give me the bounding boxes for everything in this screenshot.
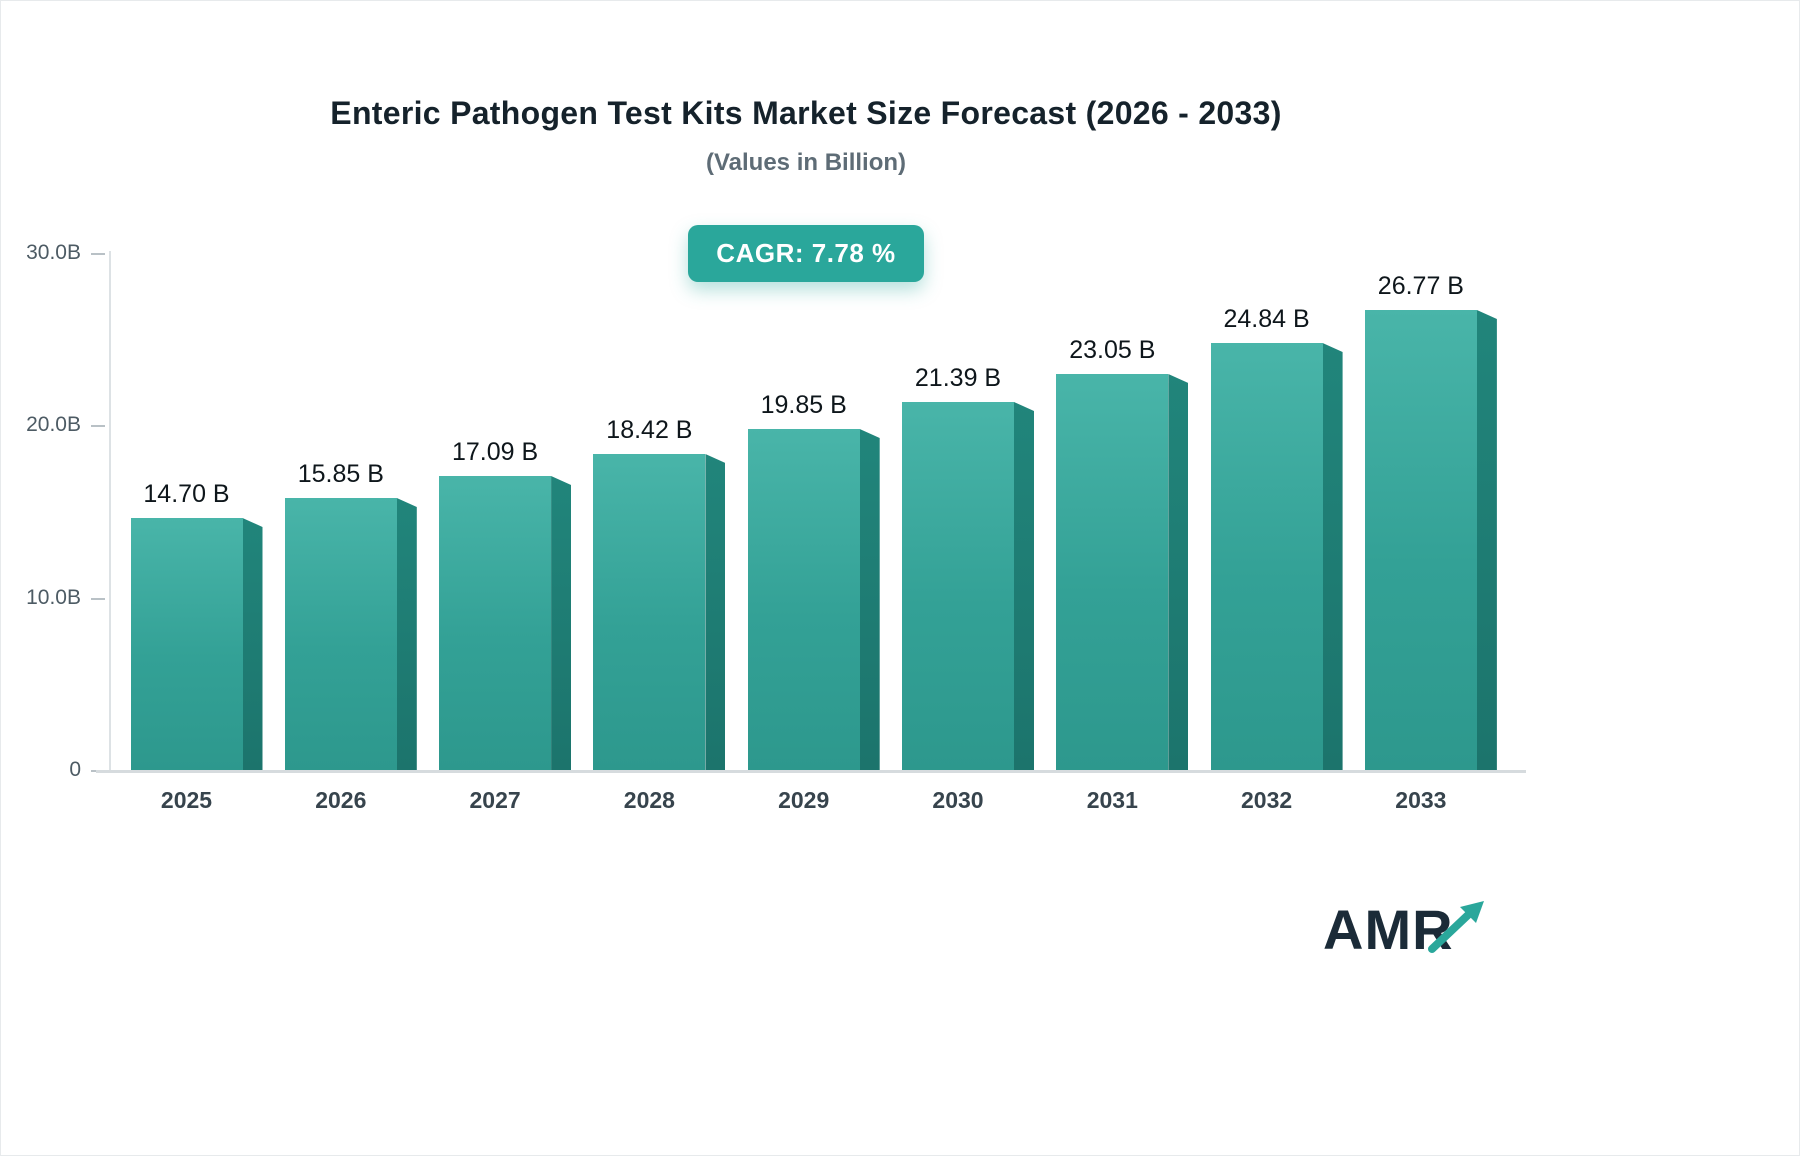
bar-face — [593, 454, 706, 771]
y-axis-tick-label: 30.0B — [26, 241, 81, 264]
bar-value-label: 17.09 B — [452, 438, 539, 466]
bar-2025[interactable]: 14.70 B — [130, 480, 263, 771]
x-axis-tick-label: 2029 — [778, 787, 830, 813]
bar-value-label: 24.84 B — [1223, 305, 1310, 333]
amr-logo: AMR — [1323, 894, 1513, 966]
x-axis-tick-label: 2028 — [623, 787, 675, 813]
bar-face — [439, 476, 552, 771]
x-axis-tick-label: 2027 — [469, 787, 521, 813]
bar-value-label: 14.70 B — [143, 480, 230, 508]
bar-2030[interactable]: 21.39 B — [902, 364, 1034, 771]
chart-title: Enteric Pathogen Test Kits Market Size F… — [330, 95, 1282, 131]
bar-side-3d — [242, 518, 263, 771]
bar-side-3d — [1476, 310, 1497, 771]
x-axis-tick-label: 2026 — [315, 787, 367, 813]
x-axis-tick-label: 2030 — [932, 787, 984, 813]
cagr-badge-wrap: CAGR: 7.78 % — [1, 225, 1611, 282]
x-axis-baseline — [96, 770, 1526, 773]
x-axis-tick-label: 2033 — [1395, 787, 1447, 813]
bar-face — [284, 498, 397, 771]
y-axis-line — [109, 251, 111, 771]
bar-side-3d — [859, 429, 880, 771]
bar-side-3d — [396, 498, 417, 771]
growth-arrow-icon — [1427, 901, 1484, 953]
y-axis-tick-mark — [91, 253, 105, 255]
bar-value-label: 19.85 B — [760, 391, 847, 419]
bar-side-3d — [1322, 343, 1343, 771]
bar-2031[interactable]: 23.05 B — [1056, 336, 1189, 771]
bar-face — [130, 518, 243, 771]
x-axis-tick-label: 2031 — [1086, 787, 1138, 813]
bar-value-label: 23.05 B — [1069, 336, 1156, 364]
bar-side-3d — [705, 454, 726, 771]
bar-2027[interactable]: 17.09 B — [439, 438, 572, 771]
x-axis-tick-label: 2032 — [1241, 787, 1293, 813]
chart-subtitle: (Values in Billion) — [705, 149, 907, 176]
bar-2029[interactable]: 19.85 B — [747, 391, 880, 771]
bar-value-label: 18.42 B — [606, 416, 693, 444]
bar-value-label: 21.39 B — [914, 364, 1002, 392]
bar-face — [902, 402, 1014, 771]
x-axis-tick-label: 2025 — [160, 787, 213, 813]
y-axis-tick-mark — [91, 425, 105, 428]
y-axis-tick-label: 20.0B — [26, 413, 81, 437]
bar-side-3d — [551, 476, 572, 771]
bar-2032[interactable]: 24.84 B — [1210, 305, 1343, 771]
y-axis-tick-label: 0 — [69, 758, 81, 781]
bar-face — [1210, 343, 1323, 771]
bar-face — [1364, 310, 1477, 771]
bar-side-3d — [1014, 402, 1034, 771]
cagr-badge: CAGR: 7.78 % — [688, 225, 924, 282]
bar-2033[interactable]: 26.77 B — [1364, 272, 1497, 771]
bar-face — [1056, 374, 1169, 771]
bar-value-label: 15.85 B — [297, 460, 384, 488]
bar-face — [747, 429, 860, 771]
y-axis-tick-label: 10.0B — [26, 585, 81, 609]
bar-2028[interactable]: 18.42 B — [593, 416, 726, 771]
y-axis-tick-mark — [91, 597, 105, 600]
bar-value-label: 26.77 B — [1377, 272, 1464, 300]
bar-side-3d — [1168, 374, 1189, 771]
bar-2026[interactable]: 15.85 B — [284, 460, 417, 771]
